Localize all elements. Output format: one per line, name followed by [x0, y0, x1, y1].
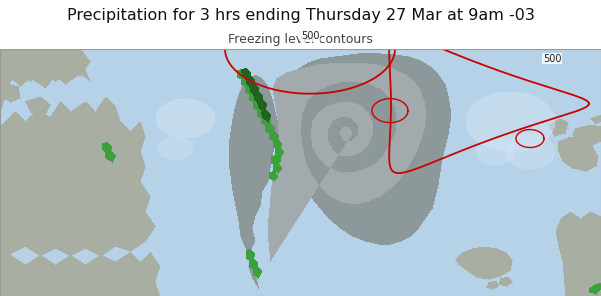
Text: 500: 500: [543, 54, 561, 64]
Text: 500: 500: [300, 31, 319, 41]
Text: Freezing level contours: Freezing level contours: [228, 33, 373, 46]
Text: Precipitation for 3 hrs ending Thursday 27 Mar at 9am -03: Precipitation for 3 hrs ending Thursday …: [67, 8, 534, 23]
